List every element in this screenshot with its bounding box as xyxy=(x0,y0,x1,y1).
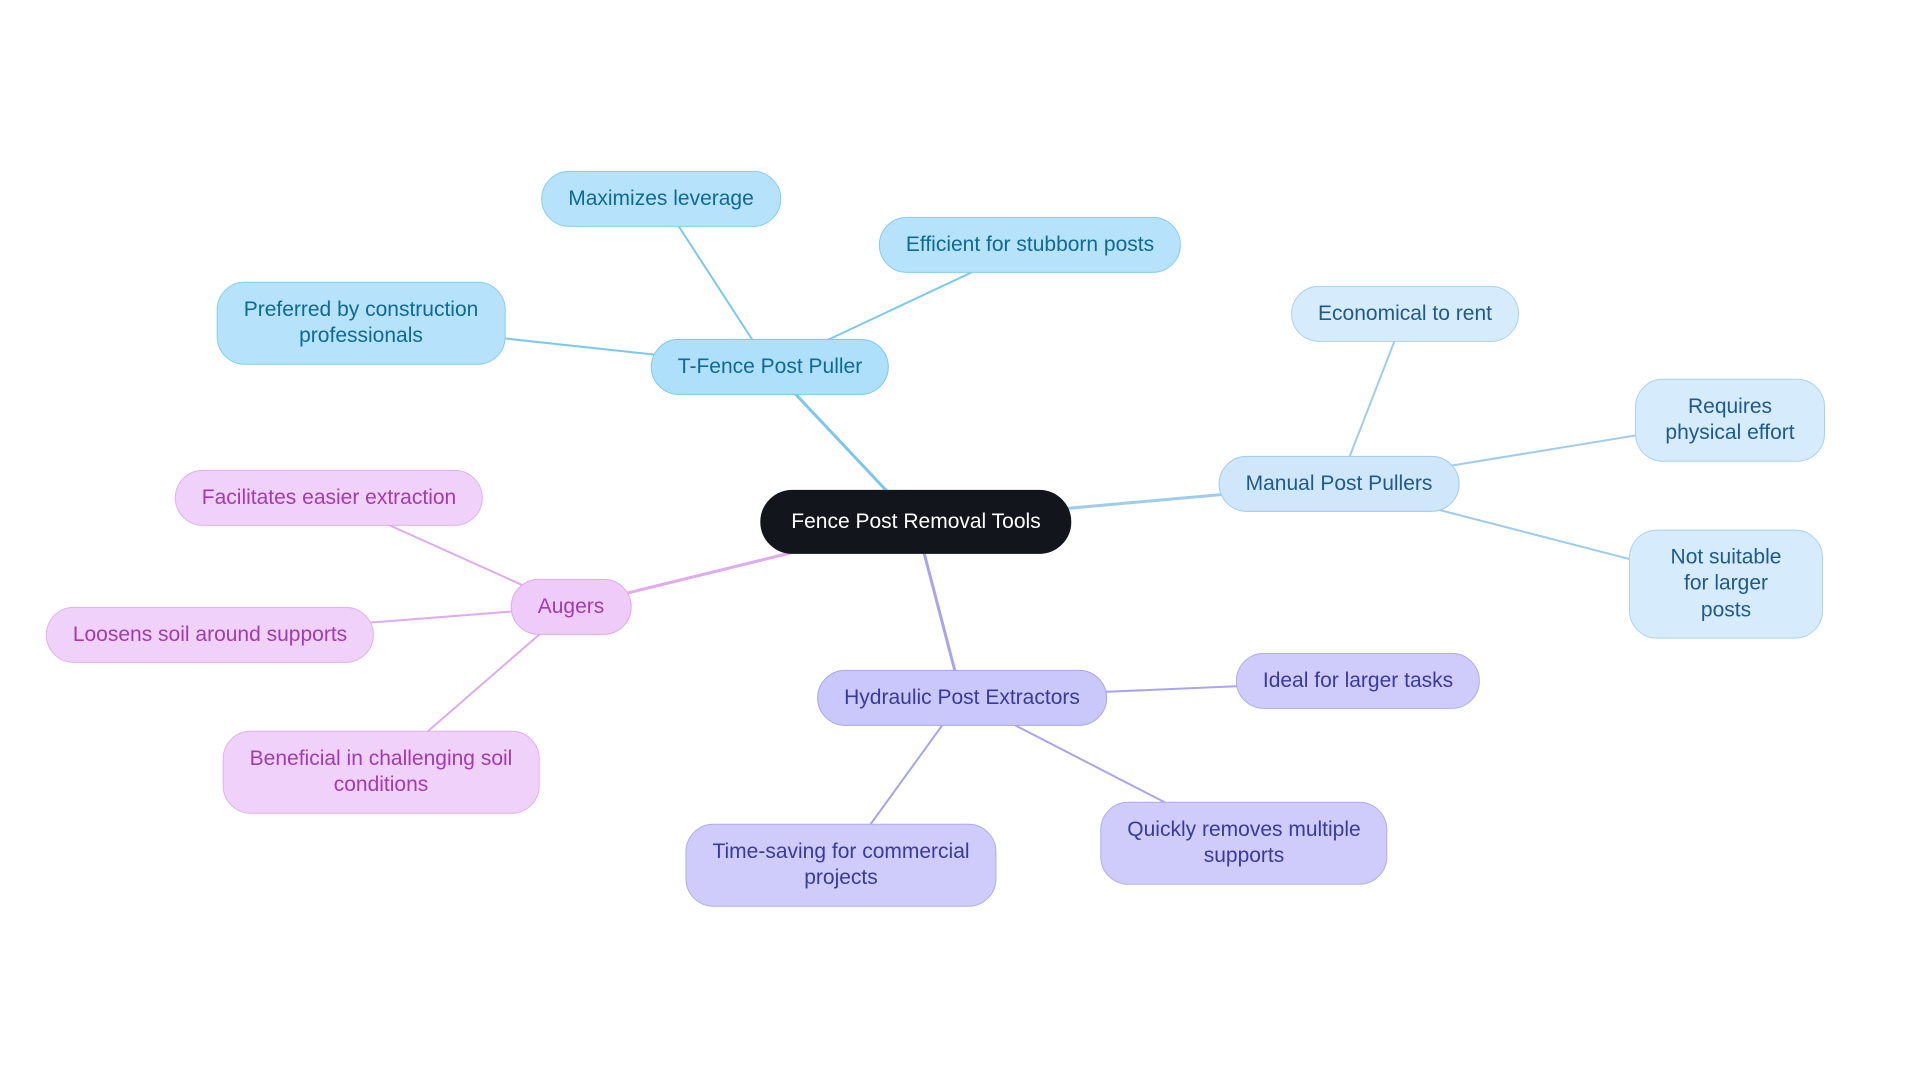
branch-augers[interactable]: Augers xyxy=(511,579,632,635)
leaf-label: Beneficial in challenging soil condition… xyxy=(250,746,513,799)
mindmap-canvas: { "type": "mindmap", "background_color":… xyxy=(0,0,1920,1083)
leaf-label: Preferred by construction professionals xyxy=(244,297,479,350)
leaf-not-suitable-larger[interactable]: Not suitable for larger posts xyxy=(1629,530,1823,639)
leaf-label: Quickly removes multiple supports xyxy=(1127,817,1360,870)
leaf-time-saving[interactable]: Time-saving for commercial projects xyxy=(685,824,996,907)
leaf-ideal-larger-tasks[interactable]: Ideal for larger tasks xyxy=(1236,653,1480,709)
root-node[interactable]: Fence Post Removal Tools xyxy=(760,490,1071,554)
leaf-label: Maximizes leverage xyxy=(568,186,754,212)
leaf-label: Facilitates easier extraction xyxy=(202,485,456,511)
branch-hydraulic-extractors[interactable]: Hydraulic Post Extractors xyxy=(817,670,1107,726)
leaf-label: Economical to rent xyxy=(1318,301,1492,327)
leaf-facilitates-extraction[interactable]: Facilitates easier extraction xyxy=(175,470,483,526)
leaf-efficient-stubborn[interactable]: Efficient for stubborn posts xyxy=(879,217,1181,273)
root-label: Fence Post Removal Tools xyxy=(791,509,1040,535)
branch-label: T-Fence Post Puller xyxy=(678,354,862,380)
leaf-label: Not suitable for larger posts xyxy=(1656,545,1796,624)
branch-t-fence-post-puller[interactable]: T-Fence Post Puller xyxy=(651,339,889,395)
leaf-label: Requires physical effort xyxy=(1662,394,1798,447)
leaf-economical-to-rent[interactable]: Economical to rent xyxy=(1291,286,1519,342)
leaf-requires-physical-effort[interactable]: Requires physical effort xyxy=(1635,379,1825,462)
leaf-label: Ideal for larger tasks xyxy=(1263,668,1453,694)
branch-manual-post-pullers[interactable]: Manual Post Pullers xyxy=(1219,456,1460,512)
branch-label: Augers xyxy=(538,594,605,620)
leaf-beneficial-soil[interactable]: Beneficial in challenging soil condition… xyxy=(223,731,540,814)
branch-label: Hydraulic Post Extractors xyxy=(844,685,1080,711)
leaf-quickly-removes[interactable]: Quickly removes multiple supports xyxy=(1100,802,1387,885)
leaf-loosens-soil[interactable]: Loosens soil around supports xyxy=(46,607,374,663)
leaf-label: Time-saving for commercial projects xyxy=(712,839,969,892)
leaf-maximizes-leverage[interactable]: Maximizes leverage xyxy=(541,171,781,227)
branch-label: Manual Post Pullers xyxy=(1246,471,1433,497)
leaf-label: Loosens soil around supports xyxy=(73,622,347,648)
leaf-label: Efficient for stubborn posts xyxy=(906,232,1154,258)
leaf-preferred-professionals[interactable]: Preferred by construction professionals xyxy=(217,282,506,365)
